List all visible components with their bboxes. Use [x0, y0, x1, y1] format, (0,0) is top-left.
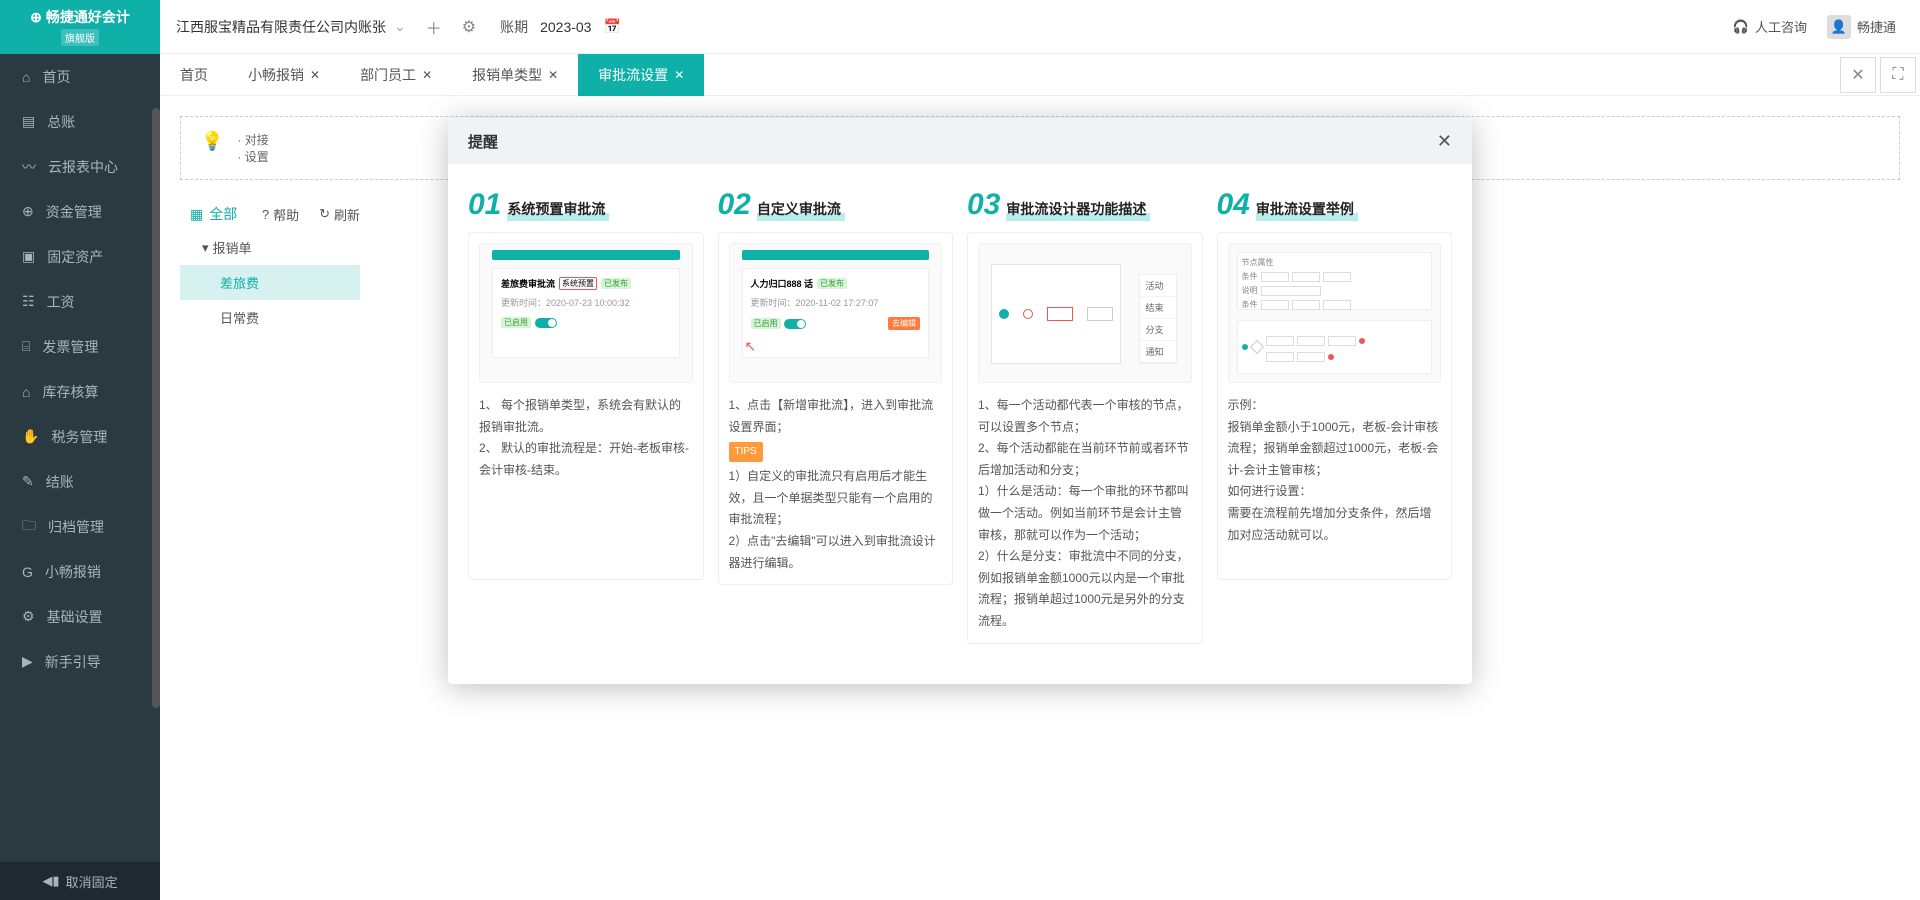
card-title: 自定义审批流: [757, 199, 845, 221]
modal-title: 提醒: [468, 131, 498, 152]
card-thumbnail: 差旅费审批流系统预置已发布 更新时间：2020-07-23 10:00:32 已…: [479, 243, 693, 383]
guide-card: 04 审批流设置举例 节点属性 条件 说明 条件 示例：报销单金额小于1000元…: [1217, 188, 1453, 644]
guide-card: 03 审批流设计器功能描述 活动结束分支通知 1、每一个活动都代表一个审核的节点…: [967, 188, 1203, 644]
reminder-modal: 提醒 ✕ 01 系统预置审批流 差旅费审批流系统预置已发布 更新时间：2020-…: [448, 118, 1472, 684]
card-thumbnail: 节点属性 条件 说明 条件: [1228, 243, 1442, 383]
card-number: 03: [967, 188, 1000, 222]
card-number: 02: [718, 188, 751, 222]
card-title: 系统预置审批流: [507, 199, 609, 221]
card-title: 审批流设计器功能描述: [1006, 199, 1150, 221]
card-thumbnail: 人力归口888 话已发布 更新时间：2020-11-02 17:27:07 已启…: [729, 243, 943, 383]
card-text: 1、 每个报销单类型，系统会有默认的报销审批流。2、 默认的审批流程是：开始-老…: [479, 395, 693, 481]
card-thumbnail: 活动结束分支通知: [978, 243, 1192, 383]
card-number: 04: [1217, 188, 1250, 222]
close-icon[interactable]: ✕: [1437, 131, 1452, 152]
card-text: 1、每一个活动都代表一个审核的节点，可以设置多个节点；2、每个活动都能在当前环节…: [978, 395, 1192, 633]
card-text: 1、点击【新增审批流】，进入到审批流设置界面；TIPS1）自定义的审批流只有启用…: [729, 395, 943, 574]
card-text: 示例：报销单金额小于1000元，老板-会计审核流程；报销单金额超过1000元，老…: [1228, 395, 1442, 546]
tips-badge: TIPS: [729, 442, 763, 462]
guide-card: 01 系统预置审批流 差旅费审批流系统预置已发布 更新时间：2020-07-23…: [468, 188, 704, 644]
guide-card: 02 自定义审批流 人力归口888 话已发布 更新时间：2020-11-02 1…: [718, 188, 954, 644]
modal-overlay: 提醒 ✕ 01 系统预置审批流 差旅费审批流系统预置已发布 更新时间：2020-…: [0, 0, 1920, 900]
card-number: 01: [468, 188, 501, 222]
card-title: 审批流设置举例: [1256, 199, 1358, 221]
